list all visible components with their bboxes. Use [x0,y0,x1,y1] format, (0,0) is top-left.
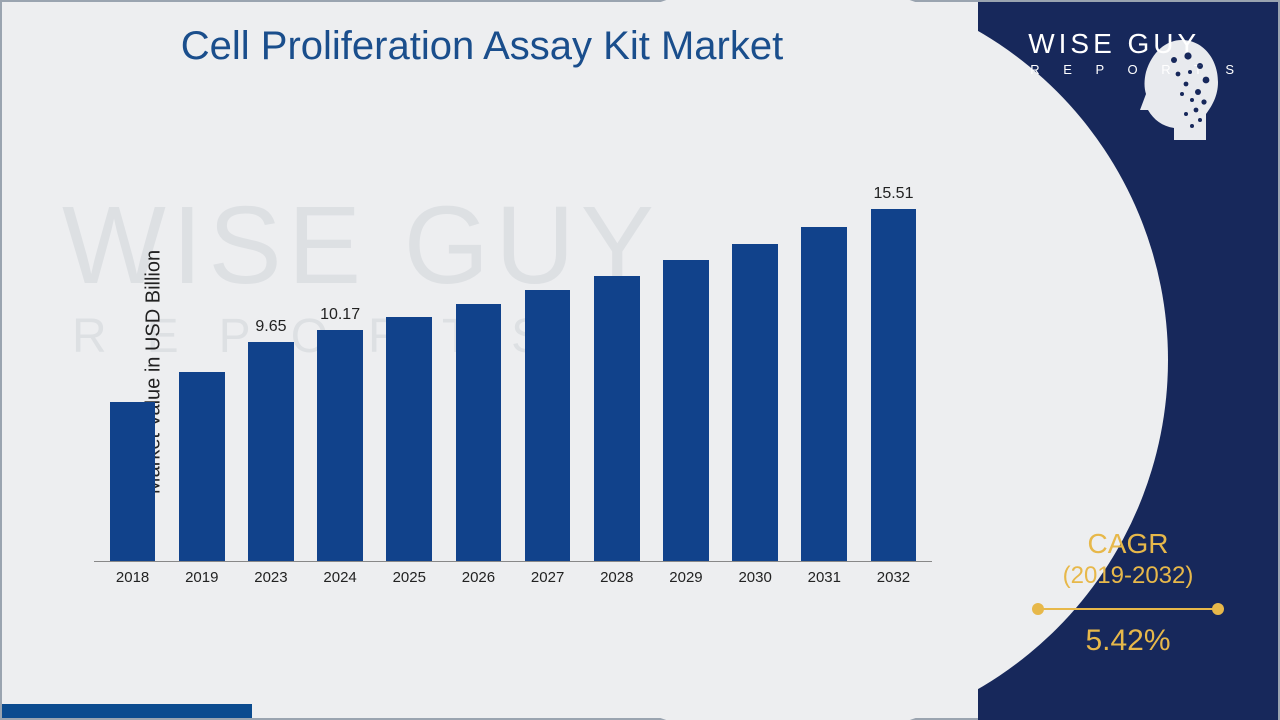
bar-value-label: 15.51 [873,185,913,203]
bar [871,209,917,561]
bar-slot: 2025 [375,152,444,561]
bar [110,402,156,561]
bar-slot: 10.172024 [306,152,375,561]
cagr-value: 5.42% [1018,624,1238,658]
bar-slot: 2019 [167,152,236,561]
x-tick-label: 2018 [116,569,149,586]
bar-slot: 2031 [790,152,859,561]
x-tick-label: 2019 [185,569,218,586]
bar-slot: 2018 [98,152,167,561]
bar [801,227,847,561]
bar [386,317,432,561]
chart-title: Cell Proliferation Assay Kit Market [2,24,962,69]
cagr-block: CAGR (2019-2032) 5.42% [1018,528,1238,658]
bar-value-label: 10.17 [320,306,360,324]
bar [594,276,640,561]
bars-container: 201820199.65202310.172024202520262027202… [94,152,932,561]
bar-slot: 2030 [721,152,790,561]
bar [663,260,709,561]
brand-logo: WISE GUY R E P O R T S [1028,28,1244,77]
bar [317,330,363,561]
x-tick-label: 2029 [669,569,702,586]
x-tick-label: 2027 [531,569,564,586]
cagr-divider [1038,608,1218,610]
x-tick-label: 2031 [808,569,841,586]
x-tick-label: 2032 [877,569,910,586]
bar [248,342,294,561]
chart-area: Market Value in USD Billion 201820199.65… [62,152,932,592]
brain-dots-icon [1134,36,1224,146]
bar-slot: 9.652023 [236,152,305,561]
accent-strip [2,704,252,718]
cagr-period: (2019-2032) [1018,562,1238,590]
bar [732,244,778,561]
bar [525,290,571,561]
x-tick-label: 2023 [254,569,287,586]
infographic-stage: WISE GUY R E P O R T S CAGR (2019-2032) … [0,0,1280,720]
x-tick-label: 2030 [738,569,771,586]
x-tick-label: 2026 [462,569,495,586]
plot-area: 201820199.65202310.172024202520262027202… [94,152,932,562]
bar-slot: 2026 [444,152,513,561]
bar-slot: 15.512032 [859,152,928,561]
bar [456,304,502,561]
bar [179,372,225,561]
bar-slot: 2028 [582,152,651,561]
bar-value-label: 9.65 [255,318,286,336]
bar-slot: 2029 [651,152,720,561]
cagr-label: CAGR [1018,528,1238,560]
x-tick-label: 2028 [600,569,633,586]
x-tick-label: 2024 [323,569,356,586]
bar-slot: 2027 [513,152,582,561]
x-tick-label: 2025 [393,569,426,586]
